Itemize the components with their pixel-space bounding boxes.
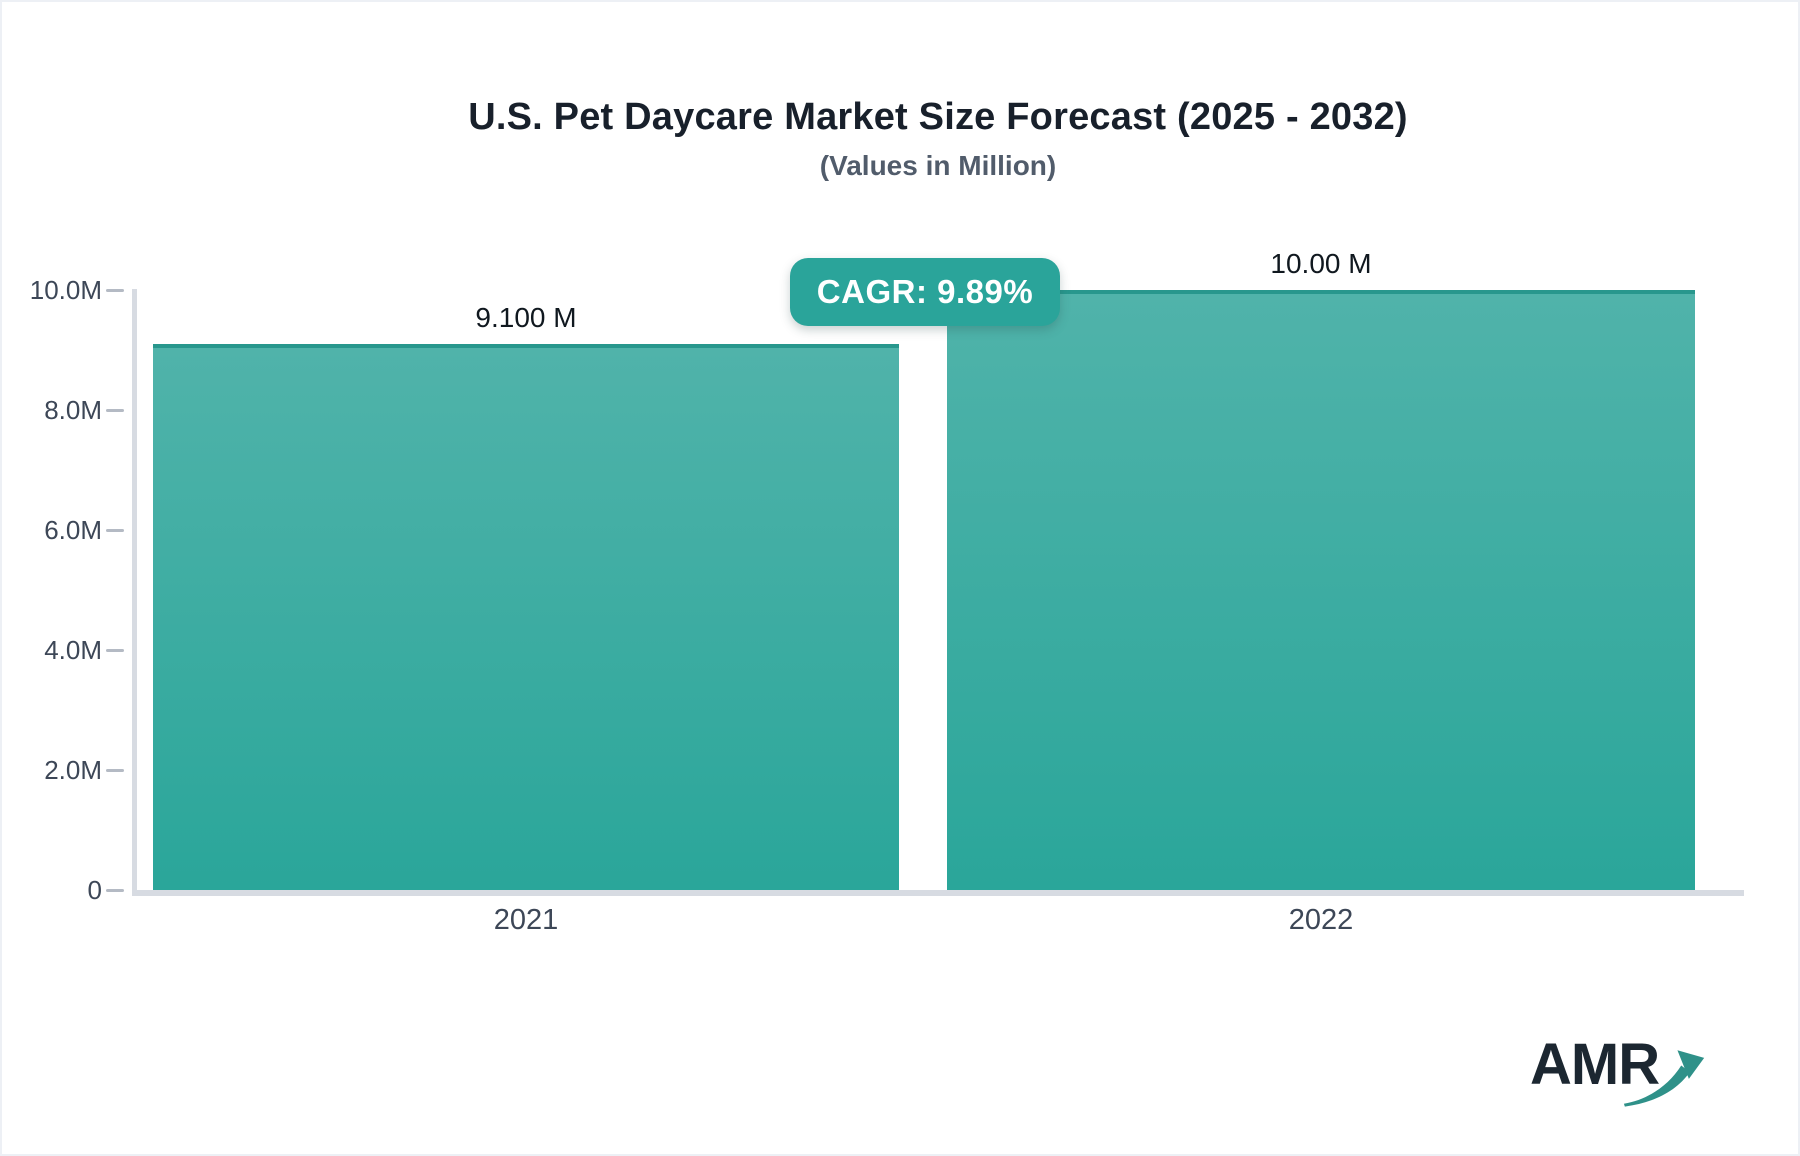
bar-2021 [153, 344, 899, 890]
y-tick-label: 4.0M [44, 635, 102, 665]
y-tick-mark [106, 769, 124, 772]
cagr-badge-label: CAGR: 9.89% [816, 273, 1034, 310]
cagr-badge: CAGR: 9.89% [790, 258, 1060, 326]
x-axis-label: 2021 [493, 904, 559, 936]
bar-value-label: 10.00 M [1270, 248, 1372, 279]
y-tick-label: 2.0M [44, 755, 102, 785]
chart-title: U.S. Pet Daycare Market Size Forecast (2… [468, 96, 1408, 138]
amr-logo: AMR [1530, 1034, 1720, 1114]
y-tick-mark [106, 529, 124, 532]
y-tick-mark [106, 289, 124, 292]
y-tick-label: 0 [87, 875, 102, 905]
chart-subtitle: (Values in Million) [819, 150, 1057, 181]
y-tick-label: 6.0M [44, 515, 102, 545]
y-tick-label: 10.0M [29, 275, 102, 305]
y-tick-mark [106, 649, 124, 652]
x-axis-line [132, 890, 1744, 896]
y-tick-label: 8.0M [44, 395, 102, 425]
growth-arrow-icon [1623, 1050, 1705, 1107]
bar-value-label: 9.100 M [475, 302, 577, 333]
logo-text: AMR [1530, 1032, 1660, 1097]
x-axis-label: 2022 [1288, 904, 1354, 936]
y-tick-mark [106, 409, 124, 412]
y-axis-line [132, 289, 137, 895]
bar-2022 [947, 290, 1695, 890]
y-tick-mark [106, 889, 124, 892]
